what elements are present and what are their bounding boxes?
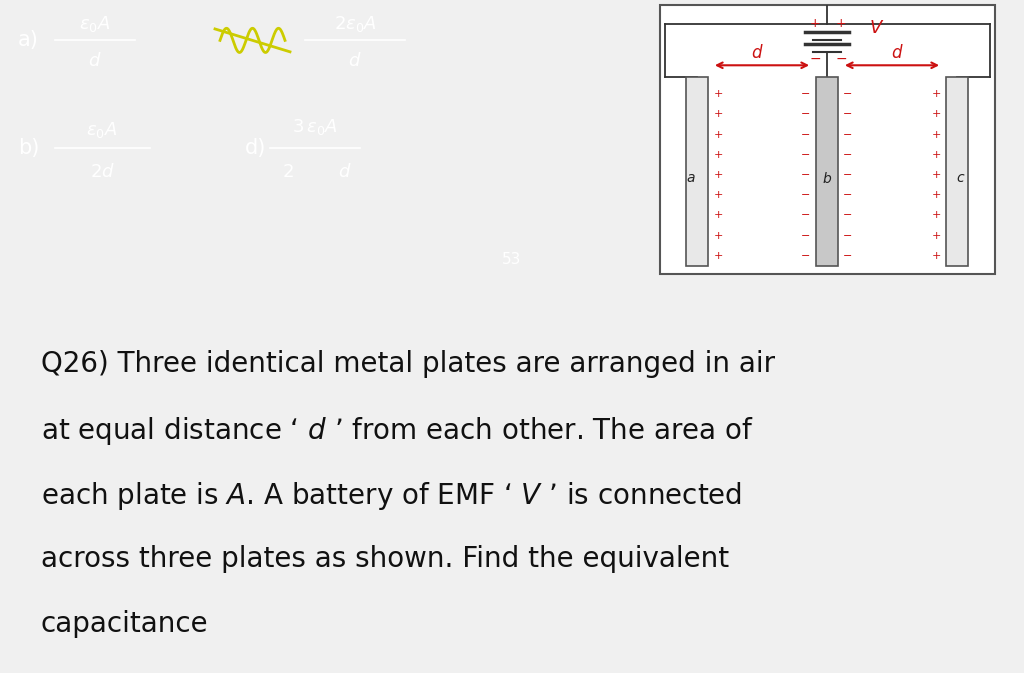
Text: +: + <box>931 170 941 180</box>
Text: −: − <box>802 90 811 99</box>
Text: +: + <box>714 150 723 160</box>
Text: −: − <box>844 130 853 139</box>
Text: −: − <box>802 251 811 260</box>
Text: +: + <box>931 130 941 139</box>
Text: +: + <box>810 17 820 30</box>
Text: +: + <box>931 190 941 200</box>
Text: −: − <box>836 52 847 65</box>
Text: $d$: $d$ <box>338 163 352 180</box>
Text: +: + <box>931 211 941 220</box>
Text: $\varepsilon_0 A$: $\varepsilon_0 A$ <box>86 120 118 140</box>
Text: $\varepsilon_0 A$: $\varepsilon_0 A$ <box>79 13 111 34</box>
Text: at equal distance ‘ $d$ ’ from each other. The area of: at equal distance ‘ $d$ ’ from each othe… <box>41 415 754 447</box>
Text: −: − <box>809 52 821 65</box>
Text: $d$: $d$ <box>88 52 101 69</box>
Text: −: − <box>802 211 811 220</box>
Text: +: + <box>714 211 723 220</box>
Text: +: + <box>714 110 723 119</box>
Text: b): b) <box>18 138 39 158</box>
Text: $d$: $d$ <box>751 44 763 62</box>
Text: 53: 53 <box>503 252 521 267</box>
Text: +: + <box>931 150 941 160</box>
Text: −: − <box>802 130 811 139</box>
Text: $d$: $d$ <box>891 44 903 62</box>
Text: across three plates as shown. Find the equivalent: across three plates as shown. Find the e… <box>41 545 729 573</box>
Text: $2d$: $2d$ <box>89 163 115 180</box>
Text: +: + <box>931 90 941 99</box>
Bar <box>816 77 838 266</box>
Text: Q26) Three identical metal plates are arranged in air: Q26) Three identical metal plates are ar… <box>41 350 775 378</box>
Text: each plate is $A$. A battery of EMF ‘ $V$ ’ is connected: each plate is $A$. A battery of EMF ‘ $V… <box>41 480 742 512</box>
Text: +: + <box>714 170 723 180</box>
Bar <box>686 77 708 266</box>
Text: −: − <box>844 190 853 200</box>
Text: +: + <box>931 251 941 260</box>
Text: −: − <box>844 110 853 119</box>
Text: −: − <box>844 231 853 240</box>
Text: +: + <box>714 130 723 139</box>
Text: +: + <box>714 231 723 240</box>
Text: −: − <box>802 110 811 119</box>
Text: +: + <box>714 90 723 99</box>
Text: −: − <box>844 170 853 180</box>
Text: −: − <box>844 150 853 160</box>
Text: capacitance: capacitance <box>41 610 209 638</box>
Text: +: + <box>836 17 846 30</box>
Text: +: + <box>931 231 941 240</box>
Text: $3\,\varepsilon_0 A$: $3\,\varepsilon_0 A$ <box>292 117 338 137</box>
Text: −: − <box>802 150 811 160</box>
Text: a): a) <box>18 30 39 50</box>
Text: $2\varepsilon_0 A$: $2\varepsilon_0 A$ <box>334 13 377 34</box>
Text: $d$: $d$ <box>348 52 361 69</box>
Text: −: − <box>802 170 811 180</box>
Text: −: − <box>802 231 811 240</box>
Text: +: + <box>931 110 941 119</box>
Text: −: − <box>844 251 853 260</box>
Text: $V$: $V$ <box>869 20 885 37</box>
Bar <box>946 77 968 266</box>
Bar <box>660 5 995 274</box>
Text: $b$: $b$ <box>822 171 833 186</box>
Text: $c$: $c$ <box>956 172 966 185</box>
Text: +: + <box>714 251 723 260</box>
Text: d): d) <box>245 138 266 158</box>
Text: −: − <box>844 211 853 220</box>
Text: −: − <box>802 190 811 200</box>
Text: +: + <box>714 190 723 200</box>
Text: $2$: $2$ <box>283 163 294 180</box>
Text: $a$: $a$ <box>686 172 695 185</box>
Text: −: − <box>844 90 853 99</box>
